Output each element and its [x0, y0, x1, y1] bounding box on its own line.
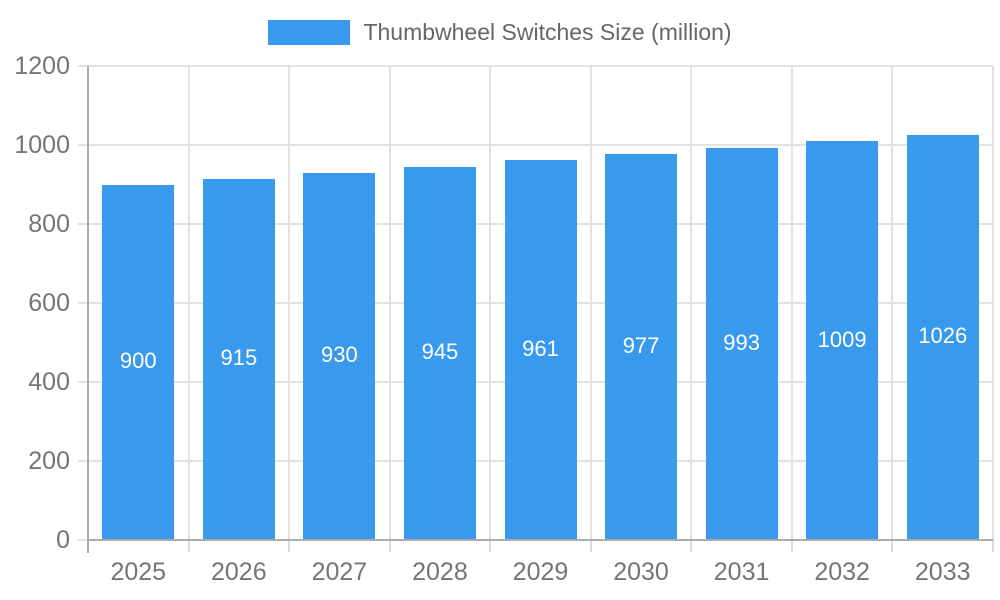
category-gridline: [690, 66, 693, 540]
y-axis-label: 600: [28, 289, 70, 317]
x-axis-label: 2027: [311, 558, 368, 586]
y-axis-label: 0: [56, 526, 70, 554]
x-axis-label: 2026: [211, 558, 267, 586]
x-axis-label: 2031: [713, 558, 770, 586]
bar-value-label: 900: [119, 348, 157, 374]
x-axis-label: 2032: [814, 558, 870, 586]
bar[interactable]: [403, 166, 476, 539]
category-gridline: [589, 66, 592, 540]
y-axis-label: 800: [28, 210, 70, 238]
category-gridline: [891, 66, 894, 540]
y-axis-tick: [78, 65, 88, 67]
y-axis-tick: [78, 223, 88, 225]
x-axis-tick: [992, 540, 994, 552]
bar-value-label: 961: [522, 336, 559, 362]
x-axis-tick: [288, 540, 291, 552]
legend-swatch[interactable]: [268, 20, 351, 45]
bar[interactable]: [202, 178, 275, 539]
y-axis-tick: [78, 539, 88, 541]
x-axis-label: 2025: [110, 558, 167, 586]
bar-value-label: 1026: [918, 323, 968, 349]
plot-area: 0 200 400 600 800 1000 1200 900 2025 915 2026 930 20…: [14, 52, 994, 586]
bar-value-label: 930: [321, 342, 358, 368]
category-gridline: [790, 66, 793, 540]
x-axis-tick: [891, 540, 894, 552]
bar[interactable]: [303, 172, 376, 539]
bar[interactable]: [906, 134, 979, 539]
x-axis-tick: [489, 540, 492, 552]
bar[interactable]: [705, 147, 778, 539]
x-axis-tick: [388, 540, 391, 552]
x-axis-label: 2030: [613, 558, 669, 586]
bar[interactable]: [504, 160, 577, 539]
y-axis-label: 1200: [14, 52, 70, 80]
bar[interactable]: [102, 184, 175, 539]
category-gridline: [489, 66, 492, 540]
y-axis-label: 1000: [14, 131, 70, 159]
x-axis-label: 2033: [914, 558, 971, 586]
y-gridline: [88, 65, 993, 67]
x-axis-label: 2028: [412, 558, 468, 586]
x-axis-tick: [589, 540, 592, 552]
x-axis-line: [88, 539, 993, 541]
x-axis-tick: [690, 540, 693, 552]
y-axis-tick: [78, 144, 88, 146]
y-axis-tick: [78, 381, 88, 383]
category-gridline: [187, 66, 190, 540]
legend: Thumbwheel Switches Size (million): [0, 19, 1000, 46]
y-gridline: [88, 144, 993, 146]
y-axis-line: [87, 66, 89, 553]
y-axis-label: 400: [28, 368, 70, 396]
category-gridline: [288, 66, 291, 540]
bar[interactable]: [605, 154, 678, 539]
bar-value-label: 993: [723, 329, 760, 355]
y-axis-tick: [78, 302, 88, 304]
legend-label[interactable]: Thumbwheel Switches Size (million): [363, 19, 732, 45]
bar-value-label: 977: [622, 333, 660, 359]
y-axis-tick: [78, 460, 88, 462]
x-axis-tick: [187, 540, 190, 552]
x-axis-tick: [790, 540, 793, 552]
bar[interactable]: [806, 141, 879, 539]
x-axis-label: 2029: [512, 558, 569, 586]
bar-value-label: 945: [421, 339, 459, 365]
bar-value-label: 1009: [817, 326, 867, 352]
y-axis-label: 200: [28, 447, 70, 475]
bar-value-label: 915: [220, 345, 258, 371]
category-gridline: [388, 66, 391, 540]
category-gridline: [992, 66, 994, 540]
